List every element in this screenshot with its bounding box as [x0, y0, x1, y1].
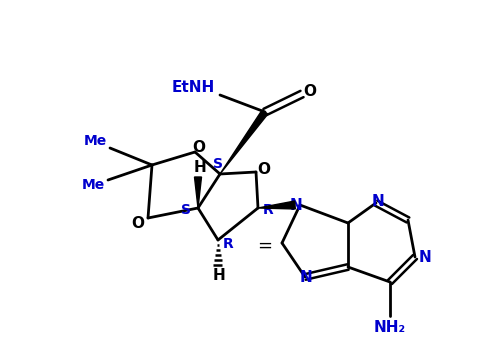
Text: R: R	[263, 203, 273, 217]
Text: N: N	[372, 195, 384, 210]
Text: =: =	[258, 237, 273, 255]
Polygon shape	[220, 110, 268, 174]
Text: R: R	[223, 237, 233, 251]
Polygon shape	[195, 177, 202, 208]
Text: N: N	[290, 197, 302, 213]
Text: EtNH: EtNH	[172, 79, 215, 94]
Text: N: N	[300, 270, 312, 285]
Text: H: H	[213, 267, 225, 283]
Text: O: O	[258, 163, 271, 177]
Text: O: O	[303, 84, 316, 99]
Text: N: N	[418, 251, 432, 266]
Text: H: H	[194, 160, 206, 176]
Text: O: O	[131, 216, 144, 232]
Text: S: S	[213, 157, 223, 171]
Polygon shape	[258, 201, 295, 209]
Text: S: S	[181, 203, 191, 217]
Text: Me: Me	[84, 134, 107, 148]
Text: O: O	[193, 140, 206, 154]
Text: NH₂: NH₂	[374, 321, 406, 336]
Text: Me: Me	[82, 178, 105, 192]
